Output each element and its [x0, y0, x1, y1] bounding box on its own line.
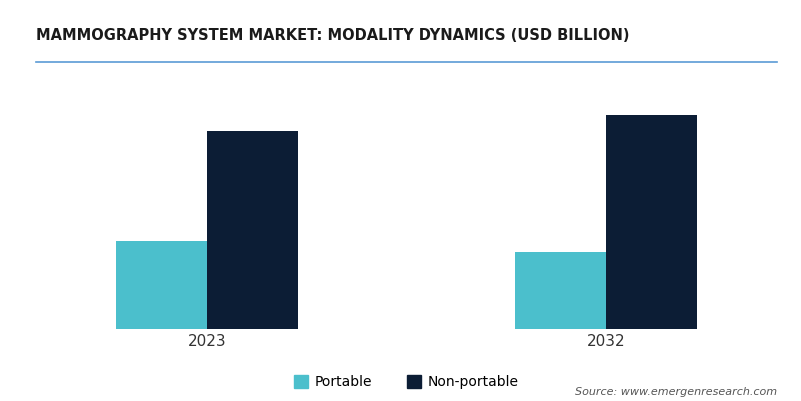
Bar	[606, 115, 697, 329]
Bar	[116, 241, 207, 329]
Text: MAMMOGRAPHY SYSTEM MARKET: MODALITY DYNAMICS (USD BILLION): MAMMOGRAPHY SYSTEM MARKET: MODALITY DYNA…	[36, 28, 630, 43]
Bar	[207, 131, 298, 329]
Bar	[515, 252, 606, 329]
Text: Source: www.emergenresearch.com: Source: www.emergenresearch.com	[575, 387, 777, 397]
Legend: Portable, Non-portable: Portable, Non-portable	[288, 370, 525, 395]
